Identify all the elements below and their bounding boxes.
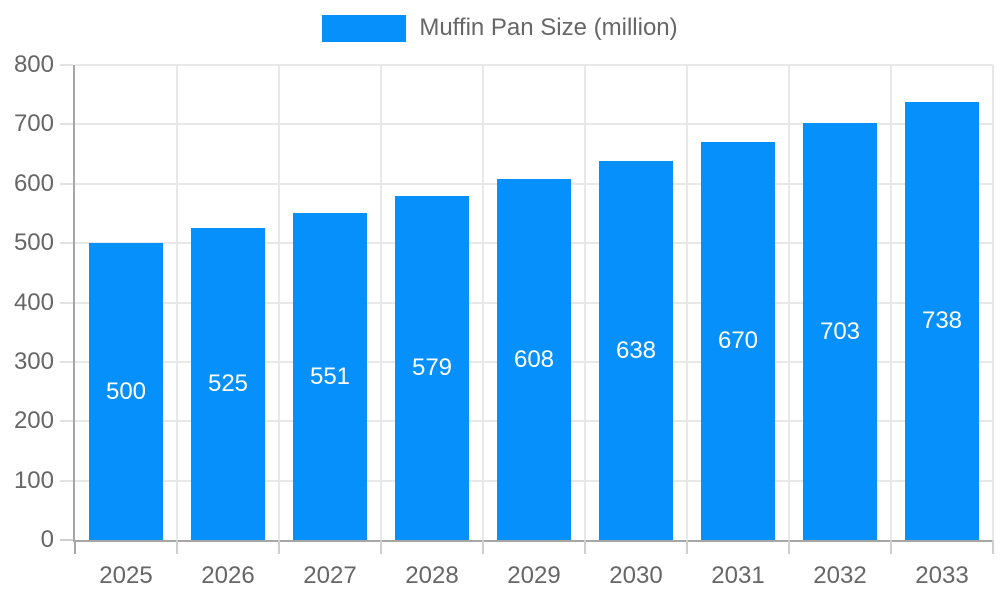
chart-legend[interactable]: Muffin Pan Size (million) [0,14,1000,42]
y-tick [60,480,73,482]
y-tick [60,539,73,541]
bar-value-label: 608 [513,345,555,373]
y-tick [60,64,73,66]
x-tick-label: 2031 [711,562,765,589]
bar[interactable] [905,102,979,540]
y-tick [60,242,73,244]
x-tick [788,540,790,554]
bar[interactable] [293,213,367,540]
y-tick [60,183,73,185]
y-gridline [75,64,993,66]
bar-value-label: 703 [819,317,861,345]
bar-value-label: 551 [309,362,351,390]
y-tick [60,123,73,125]
legend-swatch-icon [322,14,407,42]
x-gridline [584,65,586,540]
y-tick-label: 500 [13,229,54,256]
bar-value-label: 579 [411,354,453,381]
bar-value-label: 670 [717,327,759,354]
x-tick-label: 2033 [915,562,969,589]
bar[interactable] [497,179,571,540]
y-tick [60,361,73,363]
y-tick [60,302,73,304]
y-tick-label: 0 [40,526,54,553]
x-tick-label: 2025 [99,562,153,589]
x-tick [992,540,994,554]
x-tick [74,540,76,554]
bar[interactable] [191,228,265,540]
bar[interactable] [599,161,673,540]
bar[interactable] [395,196,469,540]
x-gridline [890,65,892,540]
x-tick [686,540,688,554]
bar[interactable] [89,243,163,540]
x-tick [482,540,484,554]
bar-value-label: 638 [615,336,657,364]
y-tick-label: 400 [13,289,54,316]
y-tick-label: 600 [13,170,54,197]
bar[interactable] [701,142,775,540]
bar-value-label: 738 [921,307,963,334]
y-tick-label: 800 [13,51,54,78]
x-tick [380,540,382,554]
x-gridline [482,65,484,540]
x-tick-label: 2032 [813,562,867,589]
legend-label: Muffin Pan Size (million) [419,14,678,41]
x-tick [584,540,586,554]
x-tick [176,540,178,554]
bar-value-label: 500 [105,377,147,405]
y-tick-label: 700 [13,110,54,137]
y-gridline [75,123,993,125]
x-gridline [992,65,994,540]
x-tick [278,540,280,554]
x-tick-label: 2027 [303,562,357,589]
y-tick-label: 300 [13,348,54,375]
x-tick-label: 2030 [609,562,663,589]
x-gridline [380,65,382,540]
x-gridline [176,65,178,540]
y-tick [60,420,73,422]
x-gridline [788,65,790,540]
x-tick-label: 2029 [507,562,561,589]
x-tick [890,540,892,554]
x-gridline [278,65,280,540]
x-tick-label: 2028 [405,562,459,589]
y-tick-label: 200 [13,407,54,434]
bar-value-label: 525 [207,370,249,397]
y-tick-label: 100 [13,467,54,494]
x-tick-label: 2026 [201,562,255,589]
x-gridline [686,65,688,540]
bar[interactable] [803,123,877,540]
plot-area: 0 100 200 300 400 500 600 700 800 2025 2026 2027 202… [14,51,994,589]
